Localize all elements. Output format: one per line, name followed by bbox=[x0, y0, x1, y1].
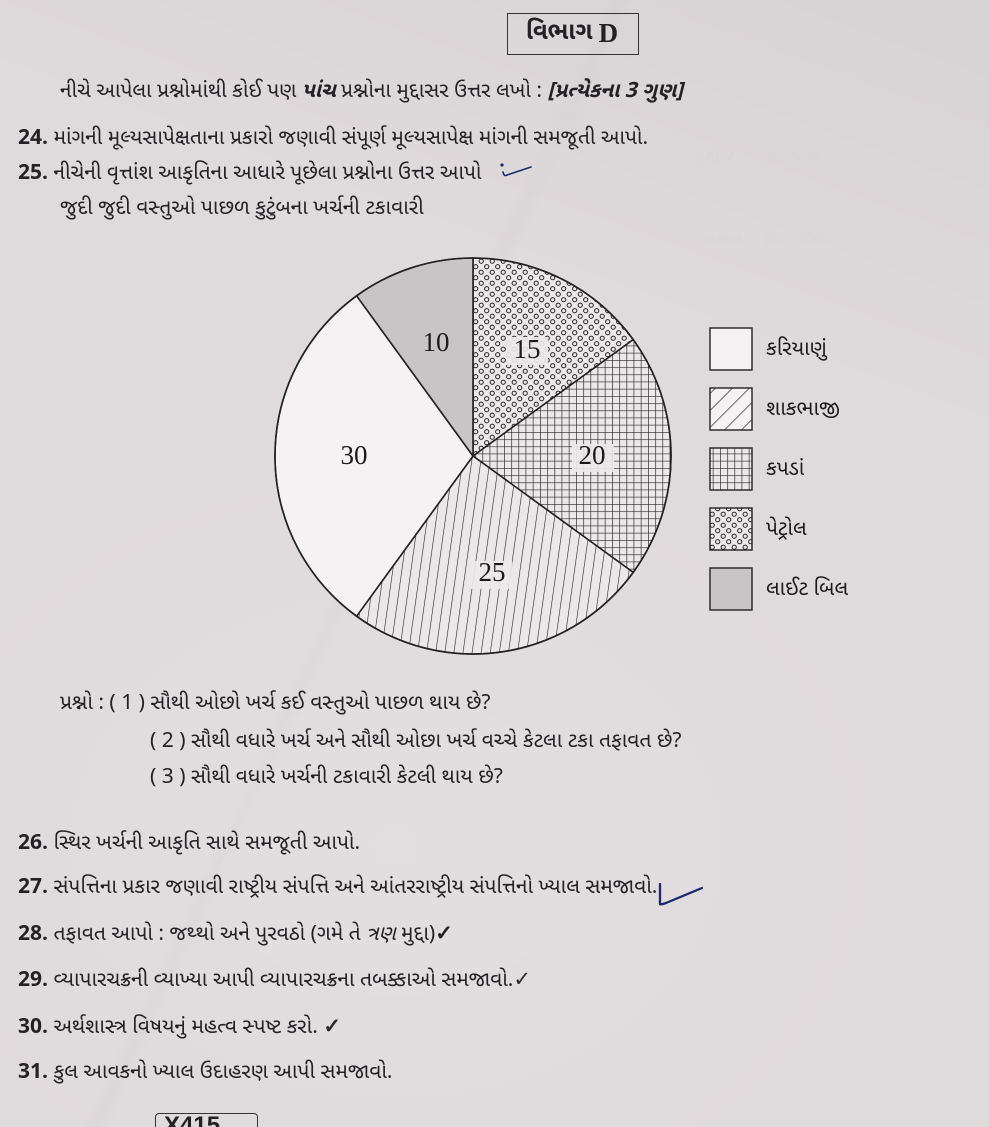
svg-text:15: 15 bbox=[514, 334, 541, 364]
svg-text:પેટ્રોલ: પેટ્રોલ bbox=[766, 515, 807, 544]
svg-text:30: 30 bbox=[341, 440, 368, 470]
svg-text:કપડાં: કપડાં bbox=[766, 456, 805, 484]
svg-text:10: 10 bbox=[423, 327, 450, 357]
svg-text:લાઈટ બિલ: લાઈટ બિલ bbox=[766, 576, 848, 604]
svg-text:20: 20 bbox=[579, 440, 606, 470]
svg-text:કરિયાણું: કરિયાણું bbox=[766, 336, 828, 364]
svg-text:25: 25 bbox=[479, 557, 506, 587]
svg-text:શાકભાજી: શાકભાજી bbox=[766, 396, 840, 424]
